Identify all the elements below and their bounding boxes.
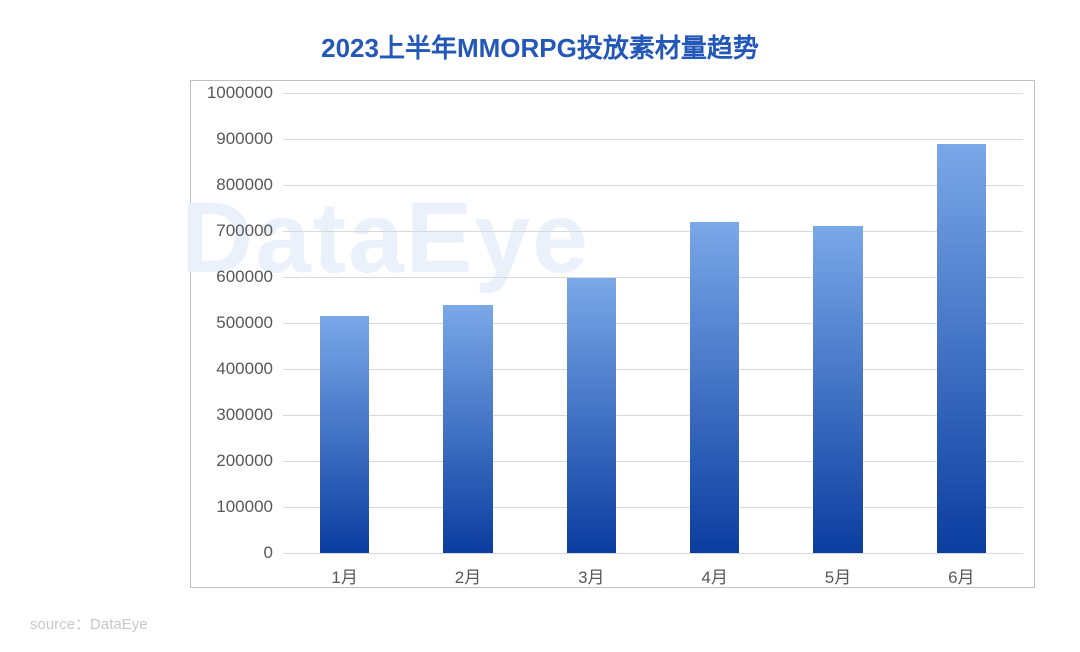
chart-frame: DataEye 01000002000003000004000005000006… — [190, 80, 1035, 588]
y-axis-label: 400000 — [216, 359, 283, 379]
bar — [567, 278, 616, 553]
bar — [813, 226, 862, 553]
y-axis-label: 800000 — [216, 175, 283, 195]
grid-line — [283, 139, 1023, 140]
grid-line — [283, 461, 1023, 462]
bar — [443, 305, 492, 553]
bar — [937, 144, 986, 553]
y-axis-label: 200000 — [216, 451, 283, 471]
y-axis-label: 600000 — [216, 267, 283, 287]
y-axis-label: 700000 — [216, 221, 283, 241]
grid-line — [283, 277, 1023, 278]
chart-title: 2023上半年MMORPG投放素材量趋势 — [0, 0, 1080, 65]
y-axis-label: 0 — [264, 543, 283, 563]
y-axis-label: 500000 — [216, 313, 283, 333]
x-axis-label: 4月 — [701, 553, 727, 588]
bar — [320, 316, 369, 553]
x-axis-label: 2月 — [455, 553, 481, 588]
source-attribution: source：DataEye — [30, 613, 148, 634]
grid-line — [283, 93, 1023, 94]
grid-line — [283, 507, 1023, 508]
y-axis-label: 100000 — [216, 497, 283, 517]
grid-line — [283, 231, 1023, 232]
grid-line — [283, 415, 1023, 416]
y-axis-label: 300000 — [216, 405, 283, 425]
bar — [690, 222, 739, 553]
grid-line — [283, 553, 1023, 554]
plot-area: 0100000200000300000400000500000600000700… — [283, 93, 1023, 553]
y-axis-label: 900000 — [216, 129, 283, 149]
y-axis-label: 1000000 — [207, 83, 283, 103]
x-axis-label: 6月 — [948, 553, 974, 588]
x-axis-label: 1月 — [331, 553, 357, 588]
x-axis-label: 5月 — [825, 553, 851, 588]
x-axis-label: 3月 — [578, 553, 604, 588]
grid-line — [283, 323, 1023, 324]
grid-line — [283, 369, 1023, 370]
grid-line — [283, 185, 1023, 186]
